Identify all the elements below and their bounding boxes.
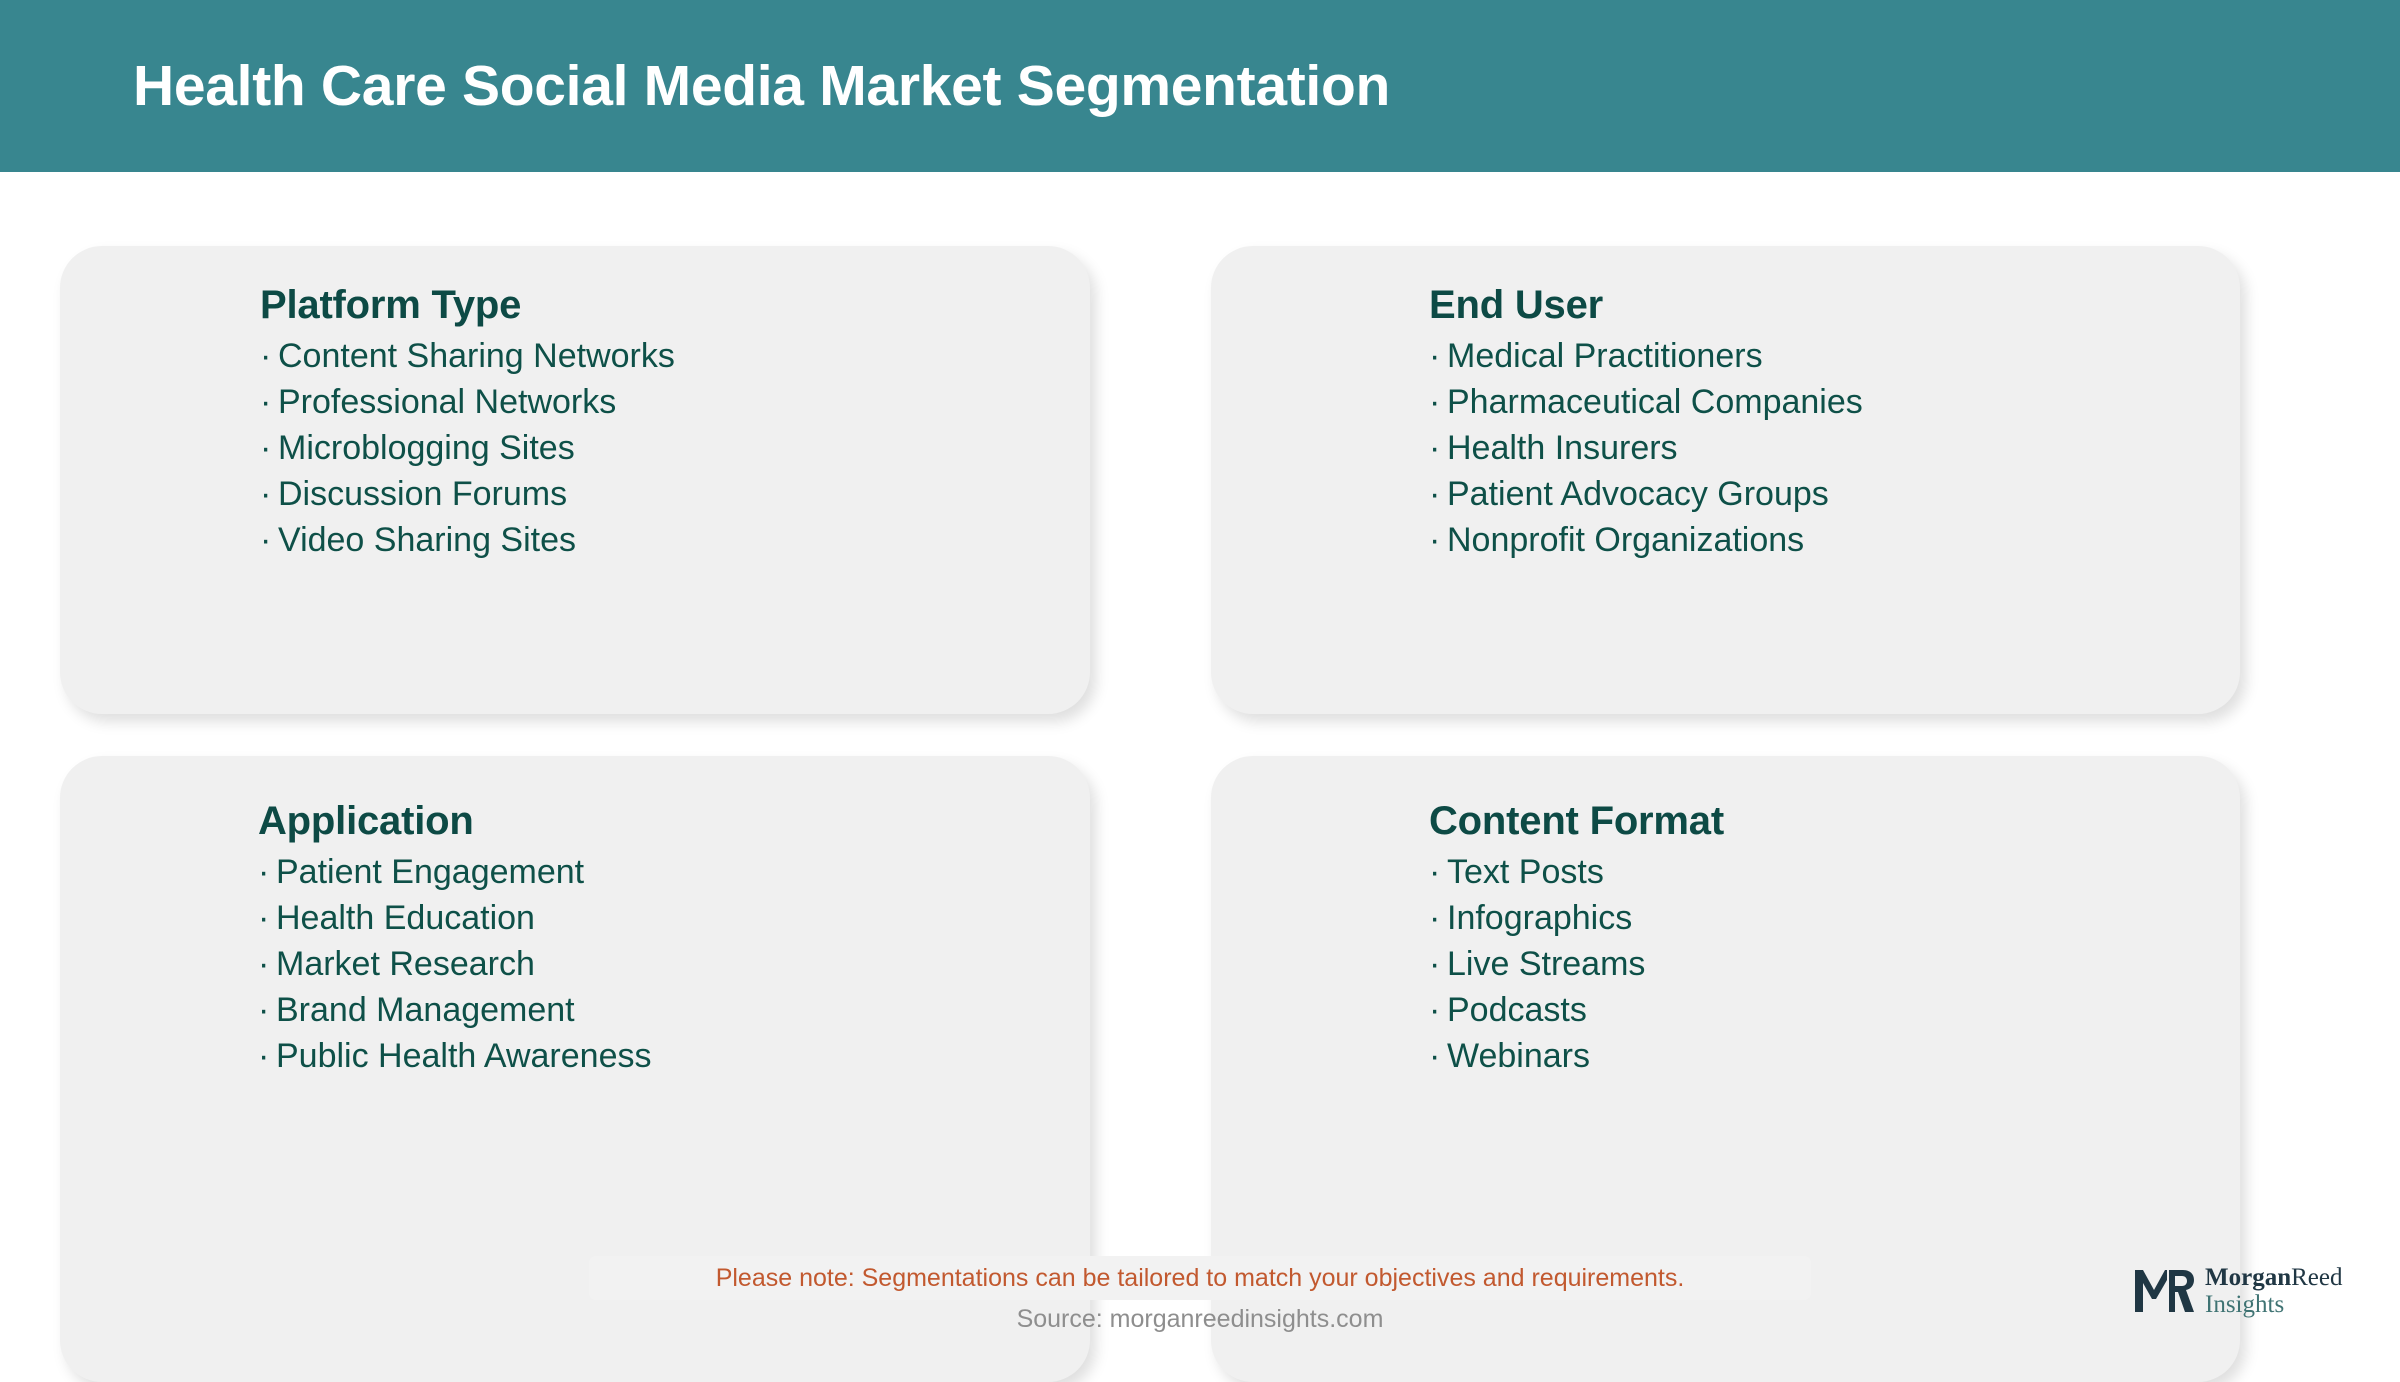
list-item: · Patient Engagement	[258, 849, 1050, 895]
bullet-icon: ·	[258, 899, 270, 938]
bullet-icon: ·	[260, 429, 272, 468]
list-item-label: Public Health Awareness	[276, 1037, 652, 1076]
page-header: Health Care Social Media Market Segmenta…	[0, 0, 2400, 172]
page-title: Health Care Social Media Market Segmenta…	[133, 54, 1390, 118]
card-content: Platform Type · Content Sharing Networks …	[260, 283, 1050, 563]
list-item-label: Professional Networks	[278, 383, 617, 422]
bullet-icon: ·	[1429, 945, 1441, 984]
card-item-list: · Medical Practitioners · Pharmaceutical C…	[1429, 333, 2200, 563]
list-item: · Text Posts	[1429, 849, 2200, 895]
card-item-list: · Content Sharing Networks · Professional …	[260, 333, 1050, 563]
list-item: · Health Education	[258, 895, 1050, 941]
list-item: · Nonprofit Organizations	[1429, 517, 2200, 563]
logo-morgan: Morgan	[2205, 1264, 2292, 1291]
bullet-icon: ·	[258, 945, 270, 984]
bullet-icon: ·	[1429, 383, 1441, 422]
bullet-icon: ·	[258, 1037, 270, 1076]
list-item: · Podcasts	[1429, 987, 2200, 1033]
segment-card-application: Application · Patient Engagement · Health …	[60, 756, 1090, 1382]
source-attribution: Source: morganreedinsights.com	[1016, 1305, 1384, 1333]
bullet-icon: ·	[260, 383, 272, 422]
company-logo: MorganReed Insights	[2133, 1265, 2342, 1317]
list-item-label: Text Posts	[1447, 853, 1604, 892]
list-item: · Professional Networks	[260, 379, 1050, 425]
card-content: Application · Patient Engagement · Health …	[258, 799, 1050, 1079]
card-content: Content Format · Text Posts · Infographics…	[1429, 799, 2200, 1079]
list-item-label: Content Sharing Networks	[278, 337, 675, 376]
tailoring-note-text: Please note: Segmentations can be tailor…	[715, 1263, 1685, 1292]
logo-reed: Reed	[2291, 1264, 2343, 1291]
list-item-label: Health Insurers	[1447, 429, 1678, 468]
list-item: · Pharmaceutical Companies	[1429, 379, 2200, 425]
bullet-icon: ·	[258, 853, 270, 892]
list-item: · Live Streams	[1429, 941, 2200, 987]
list-item-label: Patient Engagement	[276, 853, 585, 892]
list-item-label: Podcasts	[1447, 991, 1587, 1030]
list-item-label: Discussion Forums	[278, 475, 568, 514]
card-heading: Application	[258, 799, 474, 843]
logo-line-one: MorganReed	[2205, 1265, 2342, 1290]
list-item-label: Medical Practitioners	[1447, 337, 1763, 376]
list-item-label: Video Sharing Sites	[278, 521, 577, 560]
list-item-label: Live Streams	[1447, 945, 1646, 984]
list-item-label: Microblogging Sites	[278, 429, 575, 468]
tailoring-note-box: Please note: Segmentations can be tailor…	[589, 1256, 1811, 1300]
bullet-icon: ·	[1429, 429, 1441, 468]
bullet-icon: ·	[1429, 1037, 1441, 1076]
mr-monogram-icon	[2135, 1270, 2194, 1312]
list-item: · Microblogging Sites	[260, 425, 1050, 471]
bullet-icon: ·	[1429, 853, 1441, 892]
list-item: · Market Research	[258, 941, 1050, 987]
list-item-label: Patient Advocacy Groups	[1447, 475, 1829, 514]
list-item: · Content Sharing Networks	[260, 333, 1050, 379]
bullet-icon: ·	[260, 521, 272, 560]
bullet-icon: ·	[1429, 475, 1441, 514]
bullet-icon: ·	[1429, 521, 1441, 560]
list-item: · Video Sharing Sites	[260, 517, 1050, 563]
list-item-label: Nonprofit Organizations	[1447, 521, 1805, 560]
card-heading: Content Format	[1429, 799, 1724, 843]
card-heading: Platform Type	[260, 283, 522, 327]
segment-card-end-user: End User · Medical Practitioners · Pharmac…	[1211, 246, 2240, 714]
logo-insights: Insights	[2205, 1291, 2285, 1318]
card-item-list: · Text Posts · Infographics · Live Streams …	[1429, 849, 2200, 1079]
card-heading: End User	[1429, 283, 1604, 327]
bullet-icon: ·	[1429, 899, 1441, 938]
list-item-label: Health Education	[276, 899, 535, 938]
list-item: · Patient Advocacy Groups	[1429, 471, 2200, 517]
bullet-icon: ·	[260, 337, 272, 376]
list-item: · Medical Practitioners	[1429, 333, 2200, 379]
list-item: · Webinars	[1429, 1033, 2200, 1079]
bullet-icon: ·	[260, 475, 272, 514]
bullet-icon: ·	[1429, 991, 1441, 1030]
list-item-label: Brand Management	[276, 991, 575, 1030]
list-item: · Infographics	[1429, 895, 2200, 941]
list-item: · Brand Management	[258, 987, 1050, 1033]
list-item-label: Market Research	[276, 945, 535, 984]
list-item-label: Infographics	[1447, 899, 1633, 938]
list-item: · Discussion Forums	[260, 471, 1050, 517]
list-item: · Health Insurers	[1429, 425, 2200, 471]
logo-wordmark: MorganReed Insights	[2205, 1265, 2342, 1317]
segment-card-platform-type: Platform Type · Content Sharing Networks …	[60, 246, 1090, 714]
list-item-label: Webinars	[1447, 1037, 1590, 1076]
bullet-icon: ·	[1429, 337, 1441, 376]
list-item: · Public Health Awareness	[258, 1033, 1050, 1079]
list-item-label: Pharmaceutical Companies	[1447, 383, 1863, 422]
bullet-icon: ·	[258, 991, 270, 1030]
card-item-list: · Patient Engagement · Health Education · M…	[258, 849, 1050, 1079]
segmentation-card-grid: Platform Type · Content Sharing Networks …	[0, 172, 2400, 1382]
card-content: End User · Medical Practitioners · Pharmac…	[1429, 283, 2200, 563]
